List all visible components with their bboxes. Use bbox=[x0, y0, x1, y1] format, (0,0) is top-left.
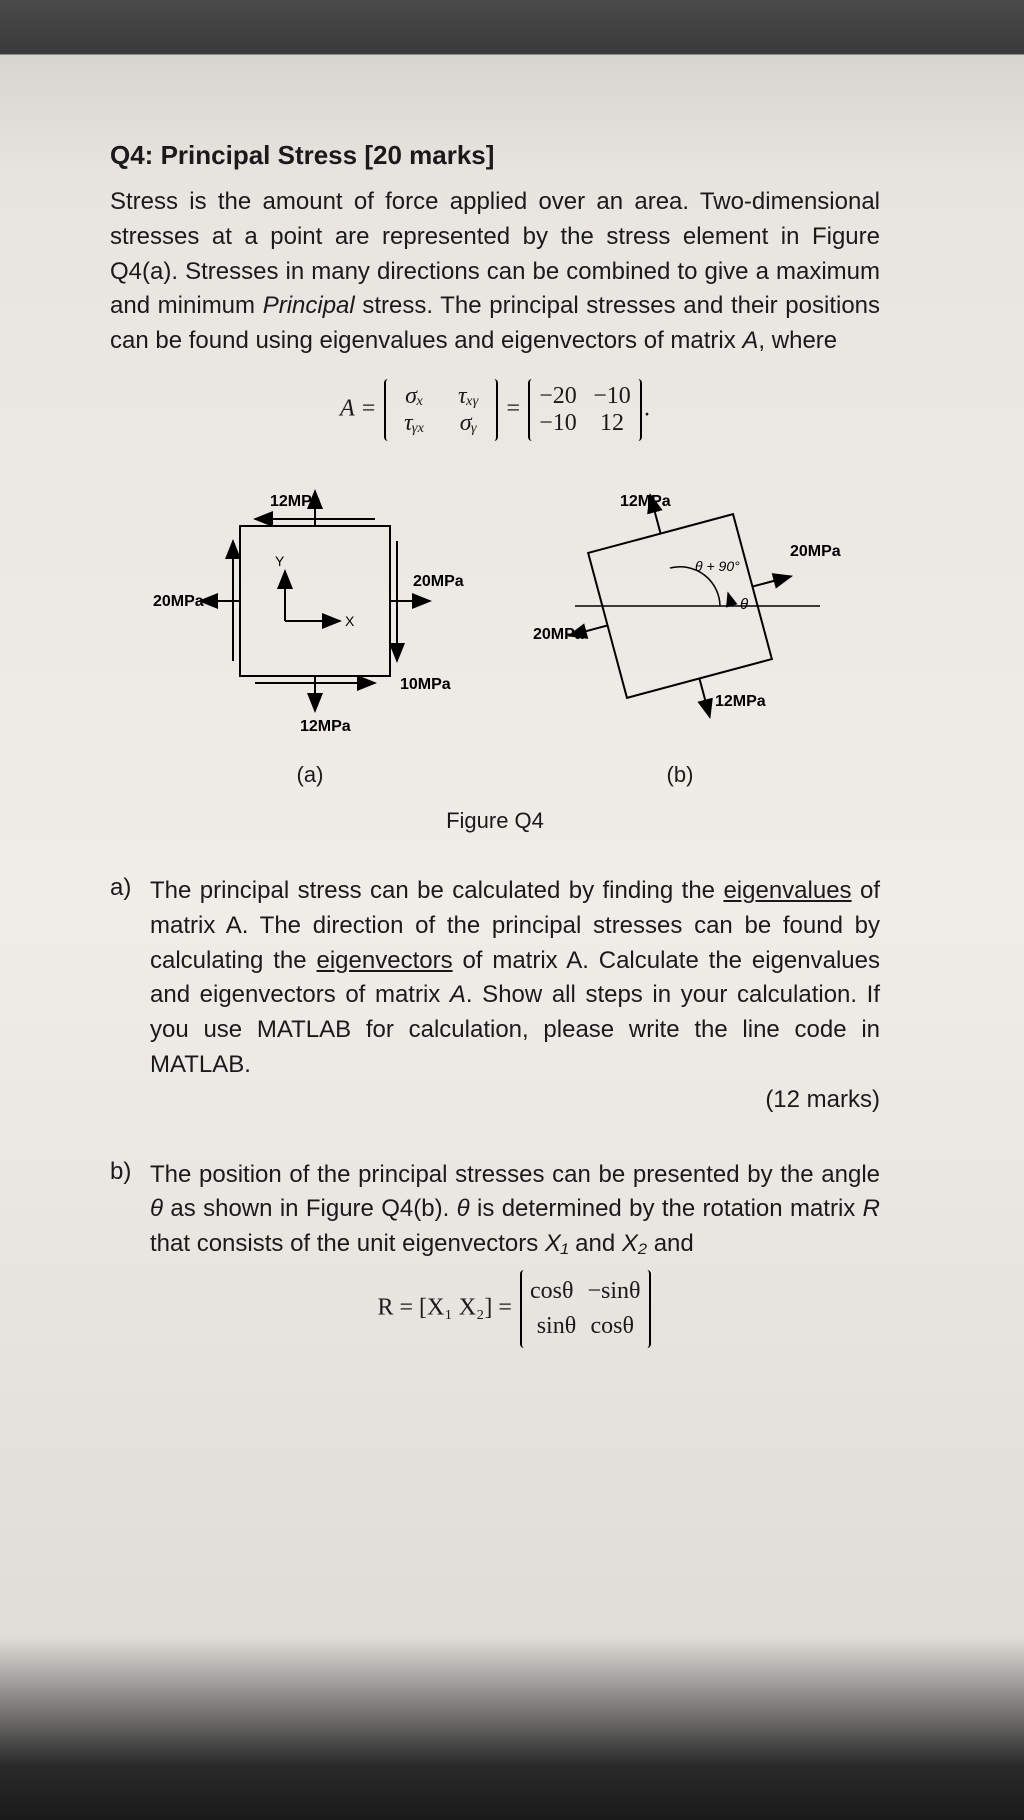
pa-t1: The principal stress can be calculated b… bbox=[150, 877, 723, 904]
pa-ul1: eigenvalues bbox=[723, 877, 851, 904]
fb-left-label: 20MPa bbox=[533, 626, 584, 643]
intro-paragraph: Stress is the amount of force applied ov… bbox=[110, 185, 880, 359]
figure-b-caption: (b) bbox=[515, 762, 845, 788]
part-a-label: a) bbox=[110, 874, 140, 1118]
pa-ul2: eigenvectors bbox=[317, 947, 453, 974]
pb-t2: as shown in Figure Q4(b). bbox=[163, 1195, 457, 1222]
pb-t3: is determined by the rotation matrix bbox=[470, 1195, 863, 1222]
rot-10: sinθ bbox=[536, 1309, 576, 1344]
fa-left-label: 20MPa bbox=[153, 593, 204, 610]
mat-sym-11: σᵧ bbox=[448, 410, 488, 437]
figure-a: 12MPa 20MPa 20MPa 12MPa 10MPa bbox=[145, 471, 475, 788]
mat-num-00: −20 bbox=[538, 383, 578, 410]
figure-b-svg: θ θ + 90° 12MPa 20MPa 20MPa 12MPa bbox=[515, 471, 845, 751]
rot-01: −sinθ bbox=[587, 1274, 640, 1309]
fb-top-label: 12MPa bbox=[620, 493, 671, 510]
mat-sym-01: τₓᵧ bbox=[448, 383, 488, 410]
figure-a-caption: (a) bbox=[145, 762, 475, 788]
matrix-eq-sign: = bbox=[506, 396, 520, 422]
pa-A: A bbox=[450, 981, 466, 1008]
rot-lhs: R = [X₁ X₂] = bbox=[377, 1294, 511, 1320]
mat-sym-00: σₓ bbox=[394, 383, 434, 410]
pb-and2: and bbox=[647, 1230, 694, 1257]
pb-X2: X₂ bbox=[622, 1230, 647, 1257]
pb-t4: that consists of the unit eigenvectors bbox=[150, 1230, 545, 1257]
mat-num-11: 12 bbox=[592, 410, 632, 437]
mat-num-01: −10 bbox=[592, 383, 632, 410]
figures-row: 12MPa 20MPa 20MPa 12MPa 10MPa bbox=[110, 471, 880, 788]
fb-right-label: 20MPa bbox=[790, 543, 841, 560]
figure-b: θ θ + 90° 12MPa 20MPa 20MPa 12MPa (b) bbox=[515, 471, 845, 788]
pb-X1: X₁ bbox=[545, 1230, 569, 1257]
mat-sym-10: τᵧₓ bbox=[394, 410, 434, 437]
pb-theta2: θ bbox=[457, 1195, 470, 1222]
part-a: a) The principal stress can be calculate… bbox=[110, 874, 880, 1118]
pb-t1: The position of the principal stresses c… bbox=[150, 1161, 880, 1188]
figure-a-svg: 12MPa 20MPa 20MPa 12MPa 10MPa bbox=[145, 471, 475, 751]
part-b: b) The position of the principal stresse… bbox=[110, 1158, 880, 1348]
fb-theta90: θ + 90° bbox=[695, 558, 740, 574]
pb-R: R bbox=[863, 1195, 880, 1222]
fb-bottom-label: 12MPa bbox=[715, 693, 766, 710]
intro-text-3: , where bbox=[758, 327, 837, 354]
part-b-label: b) bbox=[110, 1158, 140, 1348]
fb-theta: θ bbox=[740, 596, 748, 613]
intro-A: A bbox=[742, 327, 758, 354]
fa-right-label: 20MPa bbox=[413, 573, 464, 590]
pb-and: and bbox=[568, 1230, 621, 1257]
matrix-lhs: A = bbox=[340, 396, 376, 422]
rot-00: cosθ bbox=[530, 1274, 574, 1309]
part-a-marks: (12 marks) bbox=[150, 1083, 880, 1118]
question-title: Q4: Principal Stress [20 marks] bbox=[110, 140, 880, 171]
fa-axis-x: X bbox=[345, 613, 355, 629]
intro-italic: Principal bbox=[263, 292, 355, 319]
rotation-equation: R = [X₁ X₂] = cosθ −sinθ sinθ cosθ bbox=[150, 1270, 880, 1348]
mat-num-10: −10 bbox=[538, 410, 578, 437]
rot-11: cosθ bbox=[590, 1309, 634, 1344]
matrix-end: . bbox=[644, 396, 650, 422]
fa-bottom-label: 12MPa bbox=[300, 718, 351, 735]
pb-theta: θ bbox=[150, 1195, 163, 1222]
fa-shear-label: 10MPa bbox=[400, 676, 451, 693]
fa-top-label: 12MPa bbox=[270, 493, 321, 510]
figure-caption: Figure Q4 bbox=[110, 808, 880, 834]
fa-axis-y: Y bbox=[275, 553, 285, 569]
matrix-equation: A = σₓ τₓᵧ τᵧₓ σᵧ = −20 −10 −10 12 . bbox=[110, 379, 880, 441]
